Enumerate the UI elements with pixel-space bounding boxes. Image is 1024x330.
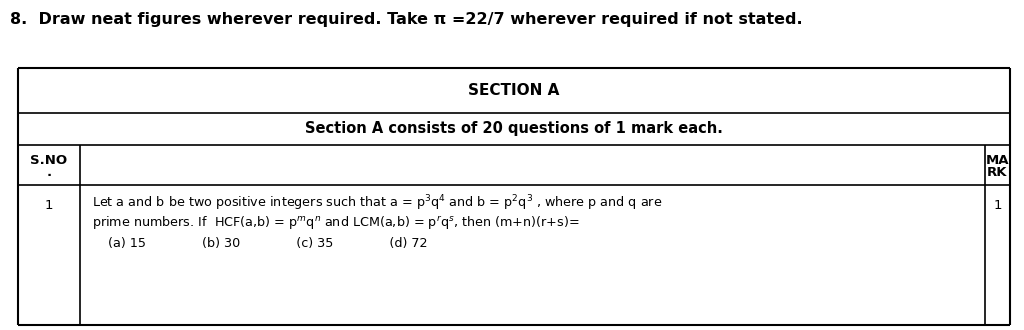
Text: Let a and b be two positive integers such that a = p$^3$q$^4$ and b = p$^2$q$^3$: Let a and b be two positive integers suc… — [92, 193, 663, 213]
Text: 1: 1 — [45, 199, 53, 212]
Text: SECTION A: SECTION A — [468, 83, 560, 98]
Text: MA: MA — [986, 153, 1010, 167]
Text: (a) 15              (b) 30              (c) 35              (d) 72: (a) 15 (b) 30 (c) 35 (d) 72 — [92, 237, 427, 250]
Text: .: . — [46, 167, 51, 180]
Text: S.NO: S.NO — [31, 153, 68, 167]
Text: prime numbers. If  HCF(a,b) = p$^m$q$^n$ and LCM(a,b) = p$^r$q$^s$, then (m+n)(r: prime numbers. If HCF(a,b) = p$^m$q$^n$ … — [92, 215, 580, 233]
Text: Section A consists of 20 questions of 1 mark each.: Section A consists of 20 questions of 1 … — [305, 121, 723, 137]
Text: 8.  Draw neat figures wherever required. Take π =22/7 wherever required if not s: 8. Draw neat figures wherever required. … — [10, 12, 803, 27]
Text: RK: RK — [987, 167, 1008, 180]
Text: 1: 1 — [993, 199, 1001, 212]
